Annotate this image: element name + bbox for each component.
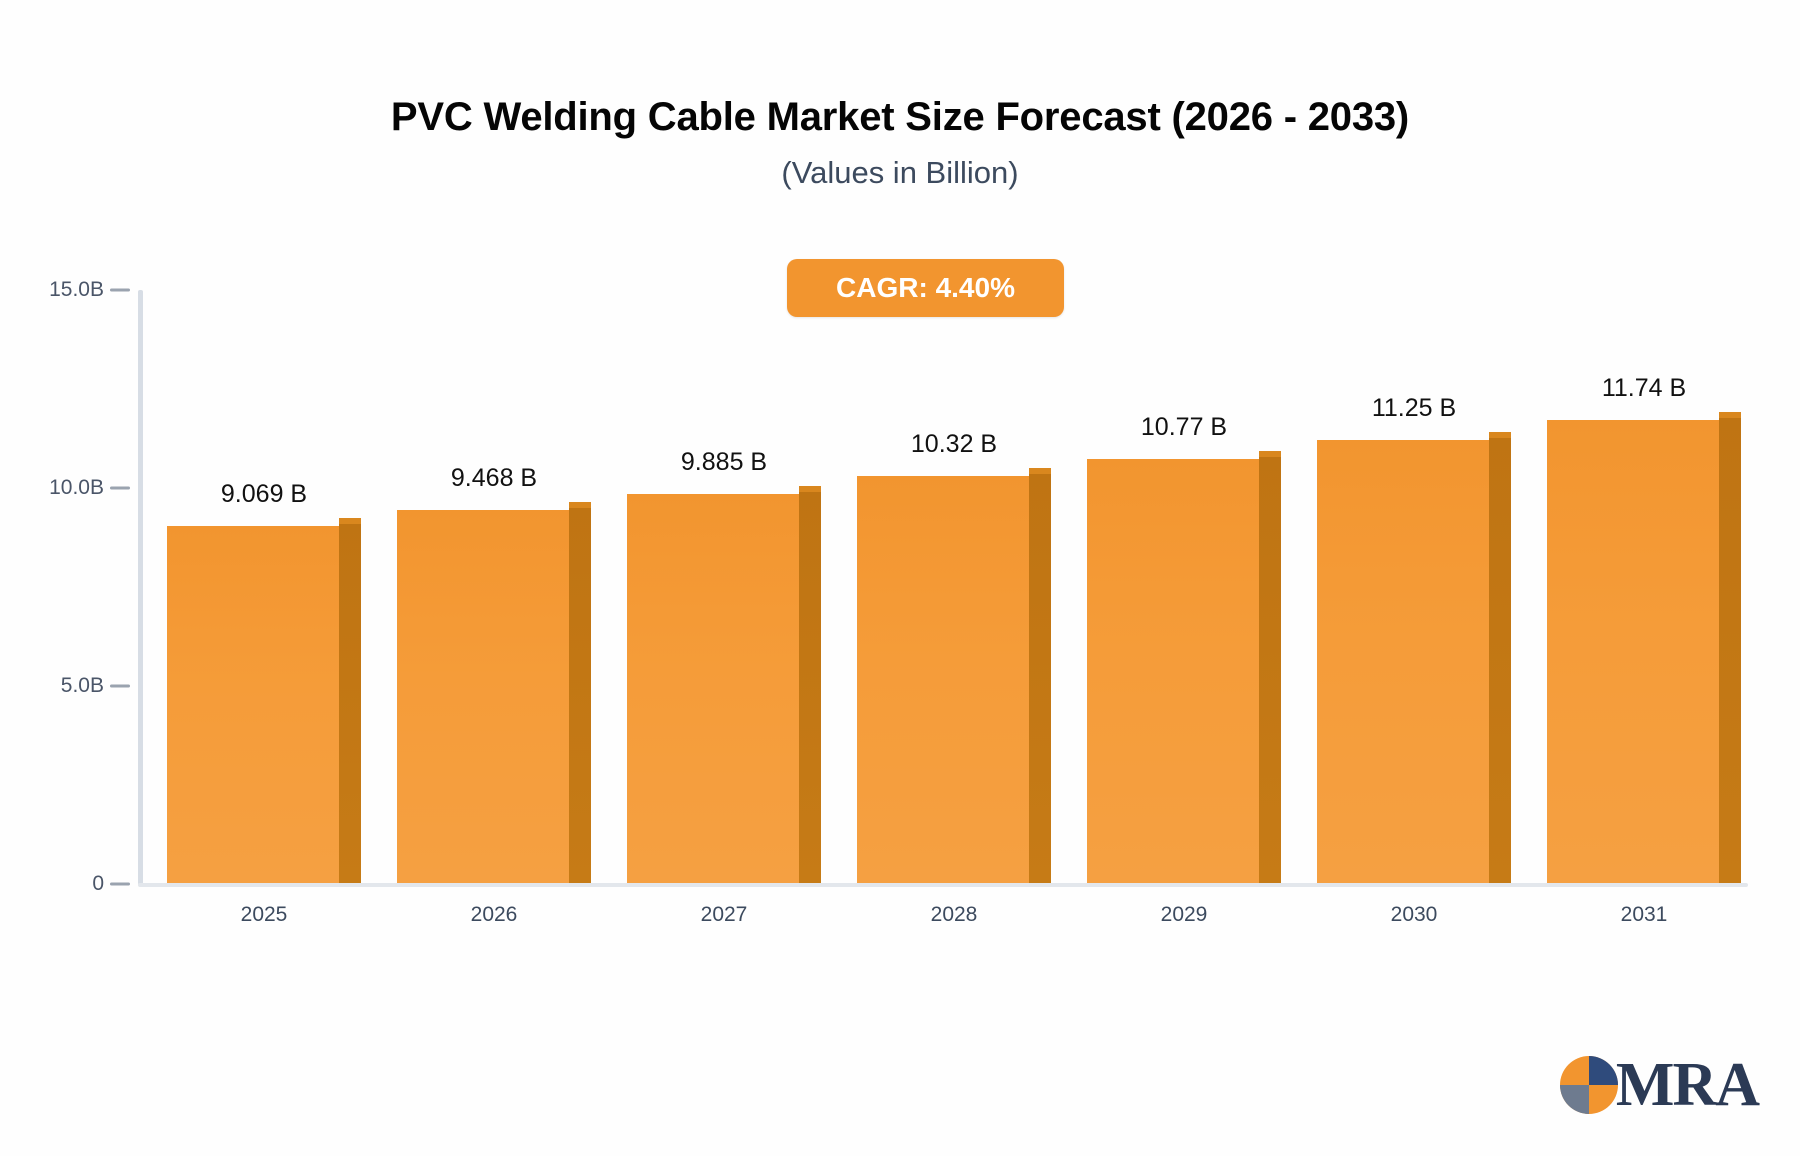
bar-2029[interactable] xyxy=(1087,450,1281,883)
bar-2028[interactable] xyxy=(857,468,1051,883)
bar-top-3d xyxy=(1259,450,1281,457)
bar-face xyxy=(167,525,339,883)
x-tick-2028: 2028 xyxy=(930,903,978,926)
bar-top-3d xyxy=(569,501,591,508)
pie-slice-navy xyxy=(1588,1056,1618,1085)
bar-face xyxy=(397,509,569,883)
bar-2025[interactable] xyxy=(167,517,361,883)
bar-face xyxy=(857,476,1029,883)
pie-slice-grey xyxy=(1559,1085,1589,1114)
x-tick-2027: 2027 xyxy=(700,903,748,926)
chart-title: PVC Welding Cable Market Size Forecast (… xyxy=(390,95,1410,139)
mra-logo: MRA xyxy=(1559,1051,1760,1119)
x-tick-2026: 2026 xyxy=(470,903,518,926)
bar-face xyxy=(1317,439,1489,883)
bar-face xyxy=(1087,458,1259,883)
bar-value-label: 11.74 B xyxy=(1601,374,1687,403)
plot-area: 15.0B 10.0B 5.0B 0 9.069 B 9.468 B 9.885 B… xyxy=(49,278,1748,895)
bar-value-label: 9.468 B xyxy=(450,463,538,492)
bar-2027[interactable] xyxy=(627,485,821,883)
bar-top-3d xyxy=(799,485,821,492)
bar-top-3d xyxy=(339,517,361,524)
y-tick-label-15: 15.0B xyxy=(49,278,104,301)
bar-value-label: 9.885 B xyxy=(680,447,768,476)
bar-side-3d xyxy=(339,517,361,883)
x-tick-2031: 2031 xyxy=(1620,903,1668,926)
y-tick-dash-5 xyxy=(110,684,130,688)
y-tick-dash-0 xyxy=(110,882,130,886)
logo-wordmark: MRA xyxy=(1615,1051,1760,1119)
bar-value-label: 10.32 B xyxy=(910,430,998,459)
y-tick-dash-15 xyxy=(110,288,130,292)
bar-2030[interactable] xyxy=(1317,431,1511,883)
bar-face xyxy=(1547,420,1719,883)
bar-side-3d xyxy=(569,501,591,883)
bar-top-3d xyxy=(1719,412,1741,419)
chart-subtitle: (Values in Billion) xyxy=(781,155,1019,190)
x-axis-line xyxy=(138,883,1748,887)
cagr-badge: CAGR: 4.40% xyxy=(787,259,1064,317)
bar-top-3d xyxy=(1029,468,1051,475)
bar-side-3d xyxy=(1259,450,1281,883)
bar-top-3d xyxy=(1489,431,1511,438)
bar-value-label: 10.77 B xyxy=(1140,412,1228,441)
bar-2026[interactable] xyxy=(397,501,591,883)
x-tick-2025: 2025 xyxy=(240,903,288,926)
bar-side-3d xyxy=(1029,468,1051,883)
y-axis-line xyxy=(138,290,143,885)
bar-value-label: 11.25 B xyxy=(1371,393,1457,422)
x-tick-2029: 2029 xyxy=(1160,903,1208,926)
y-tick-label-10: 10.0B xyxy=(49,476,104,499)
y-tick-label-0: 0 xyxy=(92,872,104,895)
bar-side-3d xyxy=(799,485,821,883)
bar-face xyxy=(627,493,799,883)
pie-chart-icon xyxy=(1559,1056,1618,1114)
bar-value-label: 9.069 B xyxy=(220,479,308,508)
y-tick-dash-10 xyxy=(110,486,130,490)
cagr-badge-label: CAGR: 4.40% xyxy=(836,272,1015,303)
bar-side-3d xyxy=(1489,431,1511,883)
x-tick-2030: 2030 xyxy=(1390,903,1438,926)
bar-2031[interactable] xyxy=(1547,412,1741,883)
y-tick-label-5: 5.0B xyxy=(60,674,104,697)
bar-side-3d xyxy=(1719,412,1741,883)
